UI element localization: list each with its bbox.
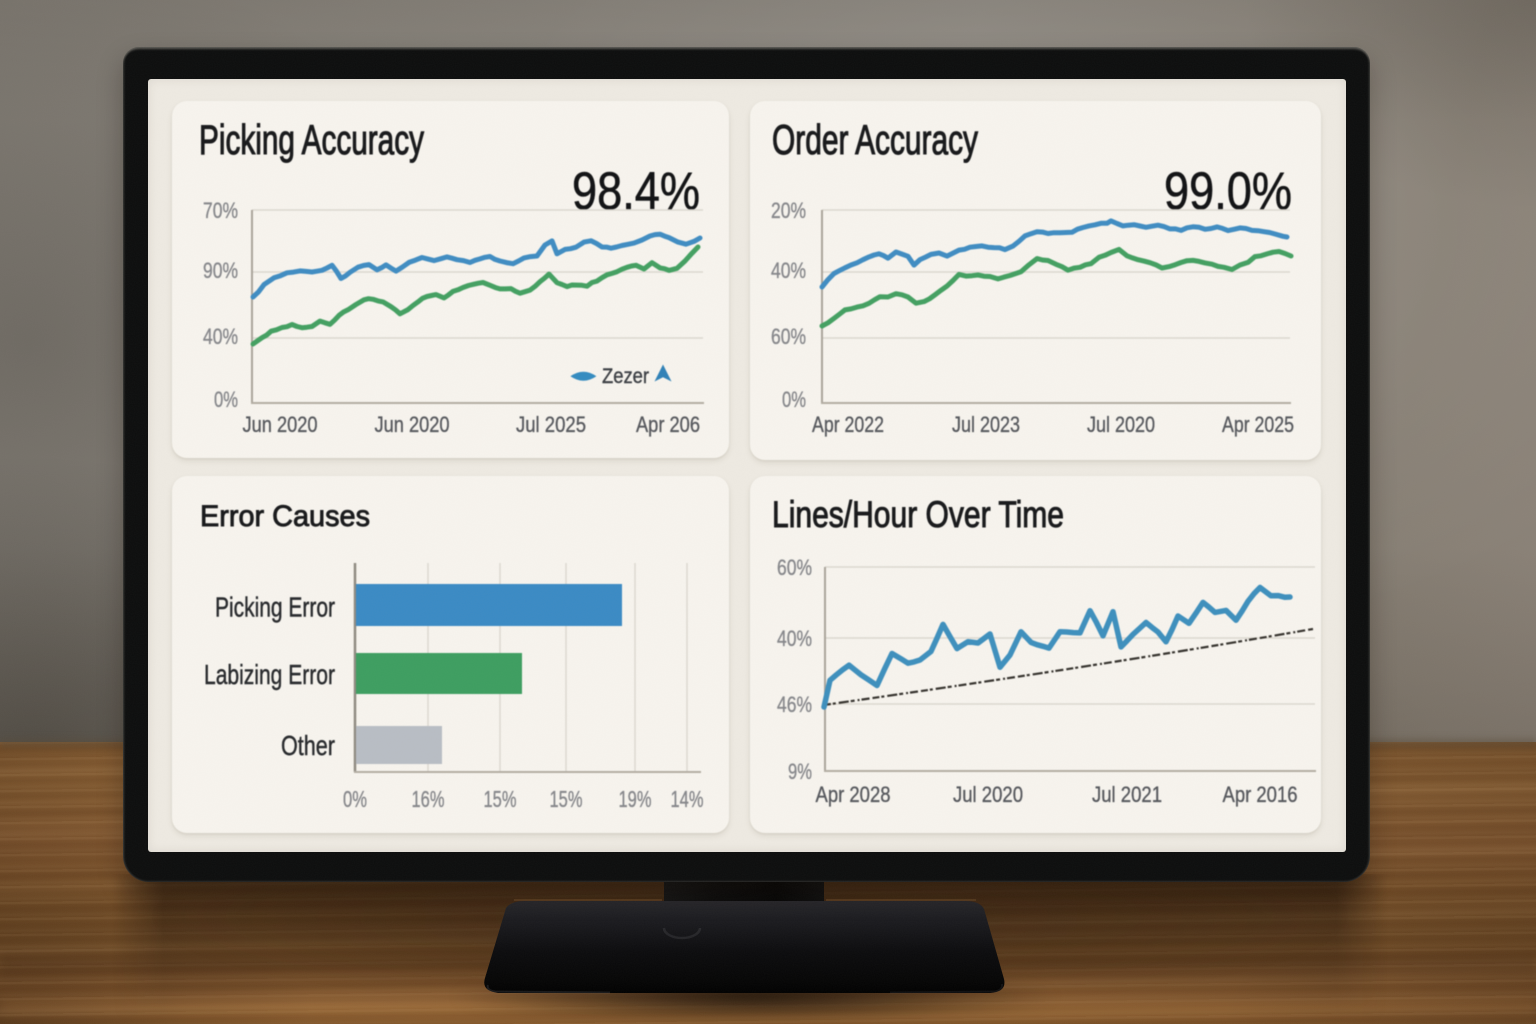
svg-text:15%: 15% bbox=[484, 786, 517, 812]
svg-text:46%: 46% bbox=[777, 692, 812, 717]
svg-text:99.0%: 99.0% bbox=[1164, 162, 1292, 221]
svg-text:20%: 20% bbox=[771, 198, 806, 223]
svg-text:Other: Other bbox=[281, 730, 335, 761]
svg-text:Jun 2020: Jun 2020 bbox=[243, 412, 318, 437]
svg-text:0%: 0% bbox=[782, 387, 806, 412]
svg-text:19%: 19% bbox=[619, 786, 652, 812]
svg-text:Jul 2020: Jul 2020 bbox=[1087, 412, 1155, 437]
svg-text:40%: 40% bbox=[203, 324, 238, 349]
svg-text:Apr 2028: Apr 2028 bbox=[816, 782, 891, 807]
svg-text:Labizing Error: Labizing Error bbox=[204, 659, 335, 690]
svg-text:60%: 60% bbox=[777, 555, 812, 580]
svg-text:Jul 2021: Jul 2021 bbox=[1092, 782, 1162, 807]
svg-text:Picking Accuracy: Picking Accuracy bbox=[199, 116, 424, 163]
svg-text:40%: 40% bbox=[777, 626, 812, 651]
svg-text:70%: 70% bbox=[203, 198, 238, 223]
svg-text:14%: 14% bbox=[671, 786, 704, 812]
svg-text:Jul 2023: Jul 2023 bbox=[952, 412, 1020, 437]
svg-text:16%: 16% bbox=[412, 786, 445, 812]
svg-text:9%: 9% bbox=[788, 759, 812, 784]
svg-text:Apr 2022: Apr 2022 bbox=[812, 412, 884, 437]
svg-text:90%: 90% bbox=[203, 258, 238, 283]
svg-text:Apr 206: Apr 206 bbox=[636, 412, 700, 437]
svg-text:15%: 15% bbox=[550, 786, 583, 812]
svg-text:60%: 60% bbox=[771, 324, 806, 349]
svg-text:0%: 0% bbox=[343, 786, 367, 812]
svg-text:Apr 2016: Apr 2016 bbox=[1223, 782, 1298, 807]
svg-text:Lines/Hour Over Time: Lines/Hour Over Time bbox=[772, 493, 1064, 535]
svg-text:0%: 0% bbox=[214, 387, 238, 412]
svg-text:Jul 2025: Jul 2025 bbox=[516, 412, 586, 437]
svg-text:Zezer: Zezer bbox=[602, 365, 649, 388]
svg-text:Apr 2025: Apr 2025 bbox=[1222, 412, 1294, 437]
svg-text:Error Causes: Error Causes bbox=[200, 500, 370, 533]
svg-text:Order Accuracy: Order Accuracy bbox=[772, 116, 978, 163]
svg-text:40%: 40% bbox=[771, 258, 806, 283]
svg-text:Jun 2020: Jun 2020 bbox=[375, 412, 450, 437]
svg-text:Picking Error: Picking Error bbox=[215, 592, 335, 623]
svg-text:98.4%: 98.4% bbox=[572, 162, 700, 221]
svg-text:Jul 2020: Jul 2020 bbox=[953, 782, 1023, 807]
